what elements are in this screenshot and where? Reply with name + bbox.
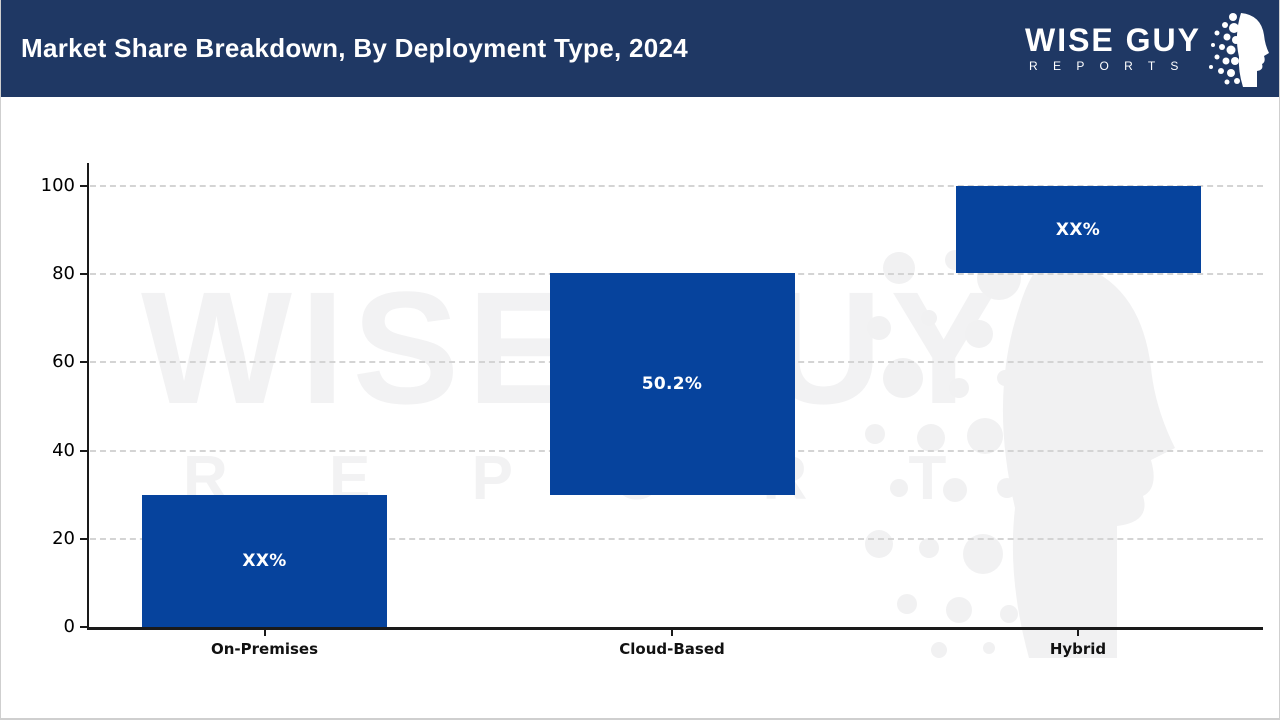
y-tick-label-100: 100: [40, 175, 75, 196]
bar-value-label: 50.2%: [641, 374, 703, 394]
x-axis-line: [87, 627, 1263, 630]
y-tick-label-80: 80: [52, 263, 75, 285]
bar-Hybrid: XX%: [955, 186, 1201, 274]
x-tick-Cloud-Based: [671, 629, 673, 636]
y-tick-60: [80, 361, 88, 364]
bar-value-label: XX%: [1055, 219, 1101, 240]
y-tick-label-40: 40: [52, 439, 75, 461]
y-tick-label-0: 0: [63, 616, 75, 637]
logo-face-icon: [1209, 12, 1269, 87]
watermark-face-icon: [865, 250, 1175, 658]
bar-value-label: XX%: [242, 550, 287, 571]
x-tick-Hybrid: [1077, 629, 1079, 636]
wise-guy-reports-logo: WISE GUY R E P O R T S: [1025, 9, 1279, 89]
y-tick-0: [80, 626, 88, 628]
bar-Cloud-Based: 50.2%: [549, 273, 795, 495]
y-axis-line: [87, 163, 89, 629]
gridline-20: [90, 537, 1263, 540]
y-tick-label-20: 20: [52, 527, 75, 549]
category-label-Hybrid: Hybrid: [1049, 640, 1107, 658]
logo-subtitle: R E P O R T S: [1028, 59, 1185, 74]
page-title: Market Share Breakdown, By Deployment Ty…: [21, 33, 689, 63]
header: Market Share Breakdown, By Deployment Ty…: [1, 0, 1279, 97]
bar-On-Premises: XX%: [142, 494, 387, 627]
logo-text: WISE GUY R E P O R T S: [1024, 21, 1201, 74]
y-tick-80: [80, 273, 88, 276]
y-tick-20: [80, 537, 88, 540]
y-tick-label-60: 60: [52, 351, 75, 373]
category-label-On-Premises: On-Premises: [210, 640, 319, 658]
logo-wordmark: WISE GUY: [1024, 21, 1201, 58]
x-tick-On-Premises: [263, 629, 266, 636]
category-label-Cloud-Based: Cloud-Based: [619, 640, 725, 658]
y-tick-100: [80, 185, 88, 187]
y-tick-40: [80, 449, 88, 452]
gridline-100: [90, 185, 1263, 187]
